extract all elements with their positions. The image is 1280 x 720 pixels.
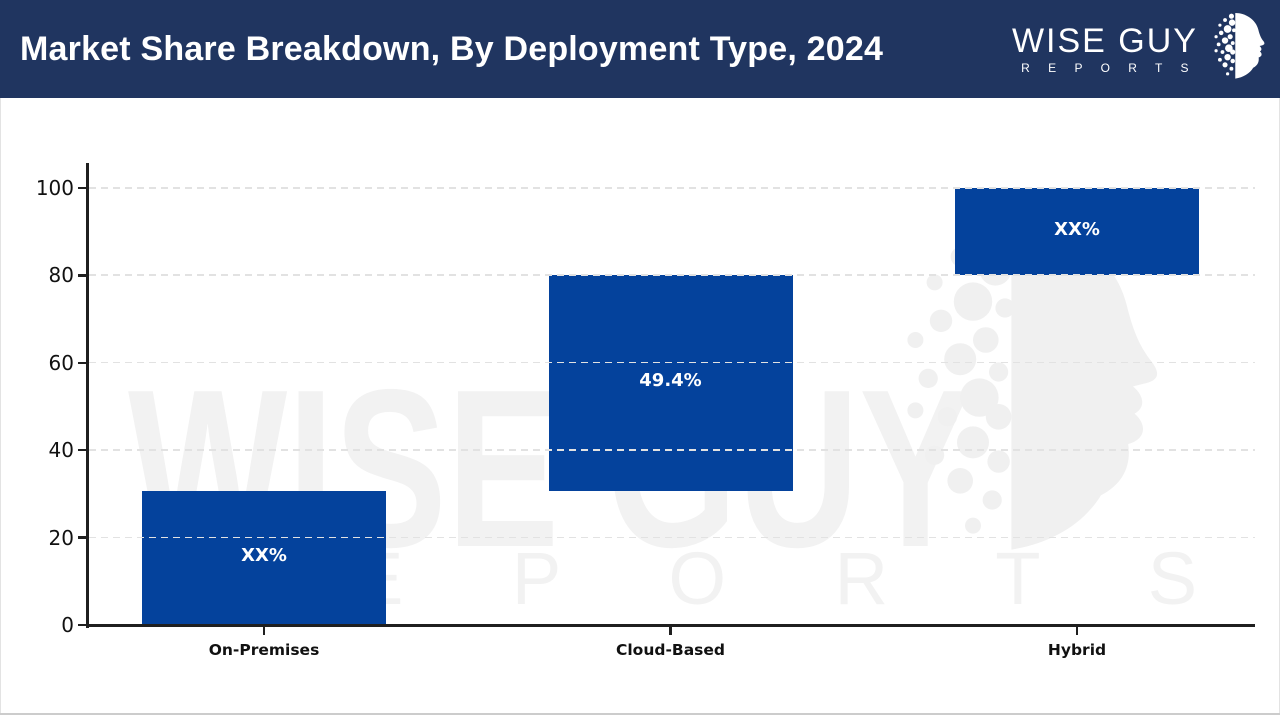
x-axis-label: Hybrid [1047, 641, 1107, 659]
y-tick-label: 0 [61, 613, 74, 637]
y-tick-mark [78, 186, 86, 190]
gridline [89, 536, 1255, 539]
y-tick-mark [78, 623, 86, 627]
y-axis-line [86, 163, 89, 628]
y-tick-label: 80 [48, 263, 74, 288]
brand-logo: WISE GUY R E P O R T S [1012, 11, 1266, 88]
chart-title: Market Share Breakdown, By Deployment Ty… [20, 29, 884, 68]
y-tick-label: 60 [48, 350, 74, 375]
left-edge-border [0, 98, 1, 714]
y-tick-label: 20 [48, 525, 74, 550]
x-tick-mark [1075, 627, 1079, 635]
bar [548, 275, 793, 492]
logo-face-icon [1214, 12, 1265, 79]
gridline [89, 361, 1255, 364]
y-tick-mark [78, 274, 86, 277]
logo-wordmark: WISE GUY [1011, 21, 1198, 60]
header: Market Share Breakdown, By Deployment Ty… [0, 0, 1280, 98]
bar [955, 188, 1199, 276]
y-tick-label: 40 [48, 438, 74, 463]
bar-value-label: 49.4% [639, 370, 702, 392]
y-tick-mark [78, 536, 86, 539]
bar-value-label: XX% [1054, 218, 1100, 240]
bar [142, 491, 386, 625]
y-tick-label: 100 [35, 176, 74, 200]
gridline [89, 449, 1255, 451]
x-axis-line [86, 624, 1255, 627]
logo-tagline: R E P O R T S [1021, 60, 1196, 75]
y-tick-mark [78, 361, 86, 365]
gridline [89, 187, 1255, 189]
x-axis-label: On-Premises [208, 641, 320, 659]
brand-logo-text: WISE GUY R E P O R T S [1012, 24, 1198, 75]
gridline [89, 274, 1255, 276]
x-tick-mark [669, 627, 672, 635]
x-tick-mark [262, 627, 266, 635]
y-tick-mark [78, 448, 86, 452]
x-axis-label: Cloud-Based [615, 641, 725, 659]
bar-value-label: XX% [241, 545, 287, 567]
footer-divider [0, 713, 1280, 715]
